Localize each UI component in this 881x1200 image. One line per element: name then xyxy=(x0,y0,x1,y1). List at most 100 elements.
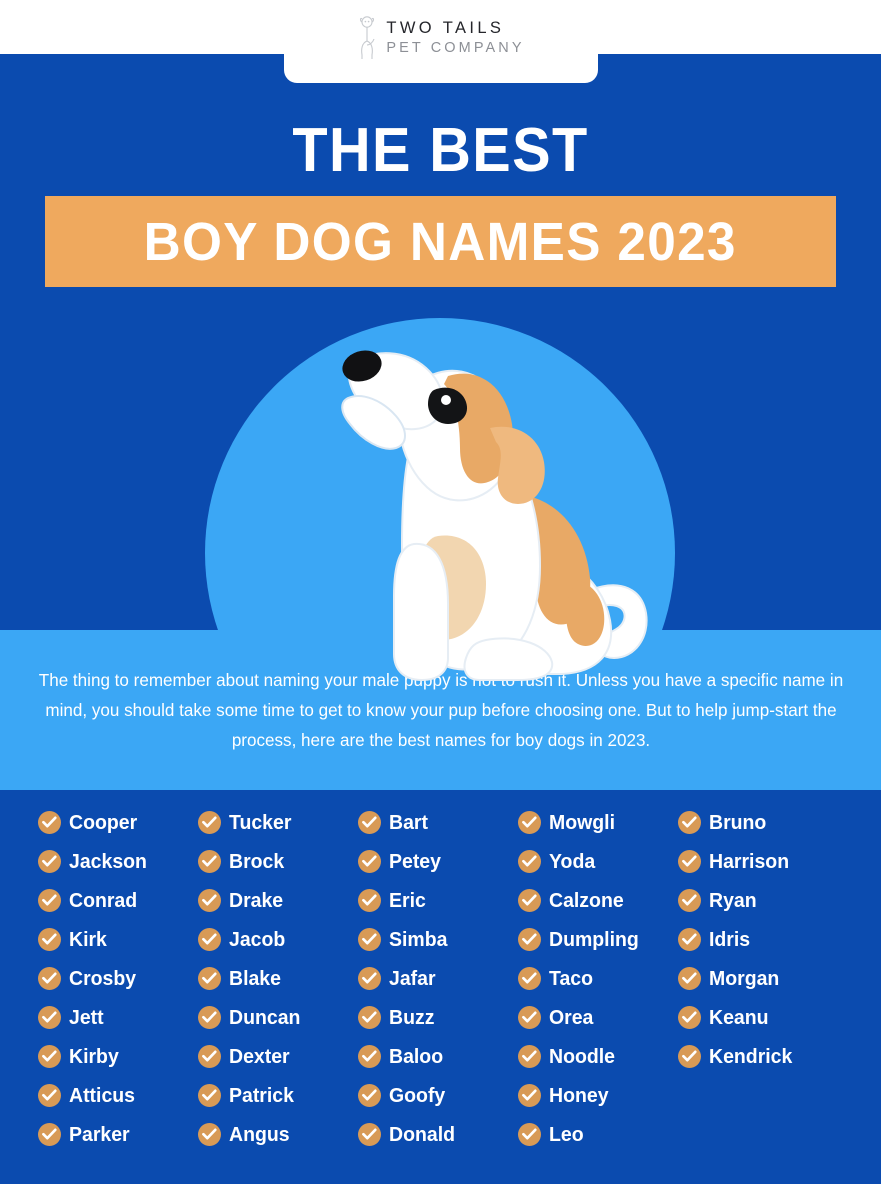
name-label: Harrison xyxy=(709,849,790,873)
name-list-item[interactable]: Kendrick xyxy=(678,1037,797,1076)
name-label: Taco xyxy=(549,966,594,990)
check-circle-icon xyxy=(358,1045,381,1068)
check-circle-icon xyxy=(38,967,61,990)
check-circle-icon xyxy=(198,1045,221,1068)
check-circle-icon xyxy=(518,811,541,834)
name-label: Petey xyxy=(389,849,441,873)
check-circle-icon xyxy=(198,967,221,990)
check-circle-icon xyxy=(198,850,221,873)
name-label: Cooper xyxy=(69,810,138,834)
name-list-item[interactable]: Kirk xyxy=(38,920,198,959)
name-list-item[interactable]: Jett xyxy=(38,998,198,1037)
name-list-item[interactable]: Tucker xyxy=(198,803,358,842)
check-circle-icon xyxy=(678,967,701,990)
check-circle-icon xyxy=(518,850,541,873)
name-label: Idris xyxy=(709,927,751,951)
check-circle-icon xyxy=(678,928,701,951)
name-label: Jafar xyxy=(389,966,436,990)
name-list-item[interactable]: Kirby xyxy=(38,1037,198,1076)
name-list-item[interactable]: Goofy xyxy=(358,1076,518,1115)
check-circle-icon xyxy=(358,1006,381,1029)
name-list-item[interactable]: Morgan xyxy=(678,959,797,998)
name-list-item[interactable]: Conrad xyxy=(38,881,198,920)
name-list-item[interactable]: Patrick xyxy=(198,1076,358,1115)
name-list-item[interactable]: Angus xyxy=(198,1115,358,1154)
name-list-item[interactable]: Buzz xyxy=(358,998,518,1037)
name-list-item[interactable]: Duncan xyxy=(198,998,358,1037)
name-list-item[interactable]: Parker xyxy=(38,1115,198,1154)
dog-logo-icon xyxy=(360,15,375,59)
name-label: Conrad xyxy=(69,888,138,912)
dog-names-grid: Cooper Jackson Conrad Kirk Crosby Jett Kirby At… xyxy=(0,803,881,1184)
check-circle-icon xyxy=(38,1123,61,1146)
name-label: Mowgli xyxy=(549,810,615,834)
name-label: Ryan xyxy=(709,888,757,912)
name-list-item[interactable]: Baloo xyxy=(358,1037,518,1076)
name-list-item[interactable]: Blake xyxy=(198,959,358,998)
check-circle-icon xyxy=(518,1123,541,1146)
name-list-item[interactable]: Bart xyxy=(358,803,518,842)
sitting-dog-illustration xyxy=(341,350,648,682)
name-list-item[interactable]: Orea xyxy=(518,998,678,1037)
intro-paragraph: The thing to remember about naming your … xyxy=(38,669,843,751)
name-list-item[interactable]: Bruno xyxy=(678,803,797,842)
name-list-item[interactable]: Yoda xyxy=(518,842,678,881)
name-list-item[interactable]: Leo xyxy=(518,1115,678,1154)
name-label: Orea xyxy=(549,1005,594,1029)
name-list-item[interactable]: Atticus xyxy=(38,1076,198,1115)
name-list-item[interactable]: Eric xyxy=(358,881,518,920)
name-label: Jacob xyxy=(229,927,286,951)
subtitle-text: BOY DOG NAMES 2023 xyxy=(143,211,738,272)
name-list-item[interactable]: Simba xyxy=(358,920,518,959)
names-column: Mowgli Yoda Calzone Dumpling Taco Orea Noodle H… xyxy=(518,803,678,1184)
name-label: Brock xyxy=(229,849,285,873)
name-label: Jackson xyxy=(69,849,147,873)
check-circle-icon xyxy=(198,1123,221,1146)
name-label: Dexter xyxy=(229,1044,290,1068)
name-list-item[interactable]: Calzone xyxy=(518,881,678,920)
name-label: Dumpling xyxy=(549,927,639,951)
name-list-item[interactable]: Brock xyxy=(198,842,358,881)
name-list-item[interactable]: Petey xyxy=(358,842,518,881)
name-list-item[interactable]: Dumpling xyxy=(518,920,678,959)
name-label: Drake xyxy=(229,888,284,912)
name-label: Kirk xyxy=(69,927,107,951)
name-list-item[interactable]: Jafar xyxy=(358,959,518,998)
check-circle-icon xyxy=(198,811,221,834)
name-list-item[interactable]: Taco xyxy=(518,959,678,998)
name-list-item[interactable]: Honey xyxy=(518,1076,678,1115)
name-list-item[interactable]: Crosby xyxy=(38,959,198,998)
brand-name-secondary: PET COMPANY xyxy=(386,39,525,56)
check-circle-icon xyxy=(518,928,541,951)
name-label: Patrick xyxy=(229,1083,294,1107)
check-circle-icon xyxy=(38,928,61,951)
check-circle-icon xyxy=(38,1084,61,1107)
name-label: Duncan xyxy=(229,1005,301,1029)
name-label: Buzz xyxy=(389,1005,435,1029)
check-circle-icon xyxy=(198,889,221,912)
name-label: Calzone xyxy=(549,888,624,912)
name-label: Jett xyxy=(69,1005,104,1029)
name-list-item[interactable]: Idris xyxy=(678,920,797,959)
brand-logo-tab[interactable]: TWO TAILS PET COMPANY xyxy=(284,0,598,83)
check-circle-icon xyxy=(518,967,541,990)
name-list-item[interactable]: Mowgli xyxy=(518,803,678,842)
name-list-item[interactable]: Keanu xyxy=(678,998,797,1037)
names-column: Bruno Harrison Ryan Idris Morgan Keanu Kendric… xyxy=(678,803,797,1184)
name-list-item[interactable]: Dexter xyxy=(198,1037,358,1076)
name-list-item[interactable]: Donald xyxy=(358,1115,518,1154)
name-list-item[interactable]: Harrison xyxy=(678,842,797,881)
name-list-item[interactable]: Jacob xyxy=(198,920,358,959)
subtitle-banner: BOY DOG NAMES 2023 xyxy=(45,196,836,287)
check-circle-icon xyxy=(358,967,381,990)
name-list-item[interactable]: Cooper xyxy=(38,803,198,842)
name-label: Crosby xyxy=(69,966,137,990)
name-list-item[interactable]: Ryan xyxy=(678,881,797,920)
name-list-item[interactable]: Jackson xyxy=(38,842,198,881)
name-list-item[interactable]: Drake xyxy=(198,881,358,920)
check-circle-icon xyxy=(198,1006,221,1029)
check-circle-icon xyxy=(678,811,701,834)
name-list-item[interactable]: Noodle xyxy=(518,1037,678,1076)
names-column: Bart Petey Eric Simba Jafar Buzz Baloo Goofy Don… xyxy=(358,803,518,1184)
check-circle-icon xyxy=(518,889,541,912)
